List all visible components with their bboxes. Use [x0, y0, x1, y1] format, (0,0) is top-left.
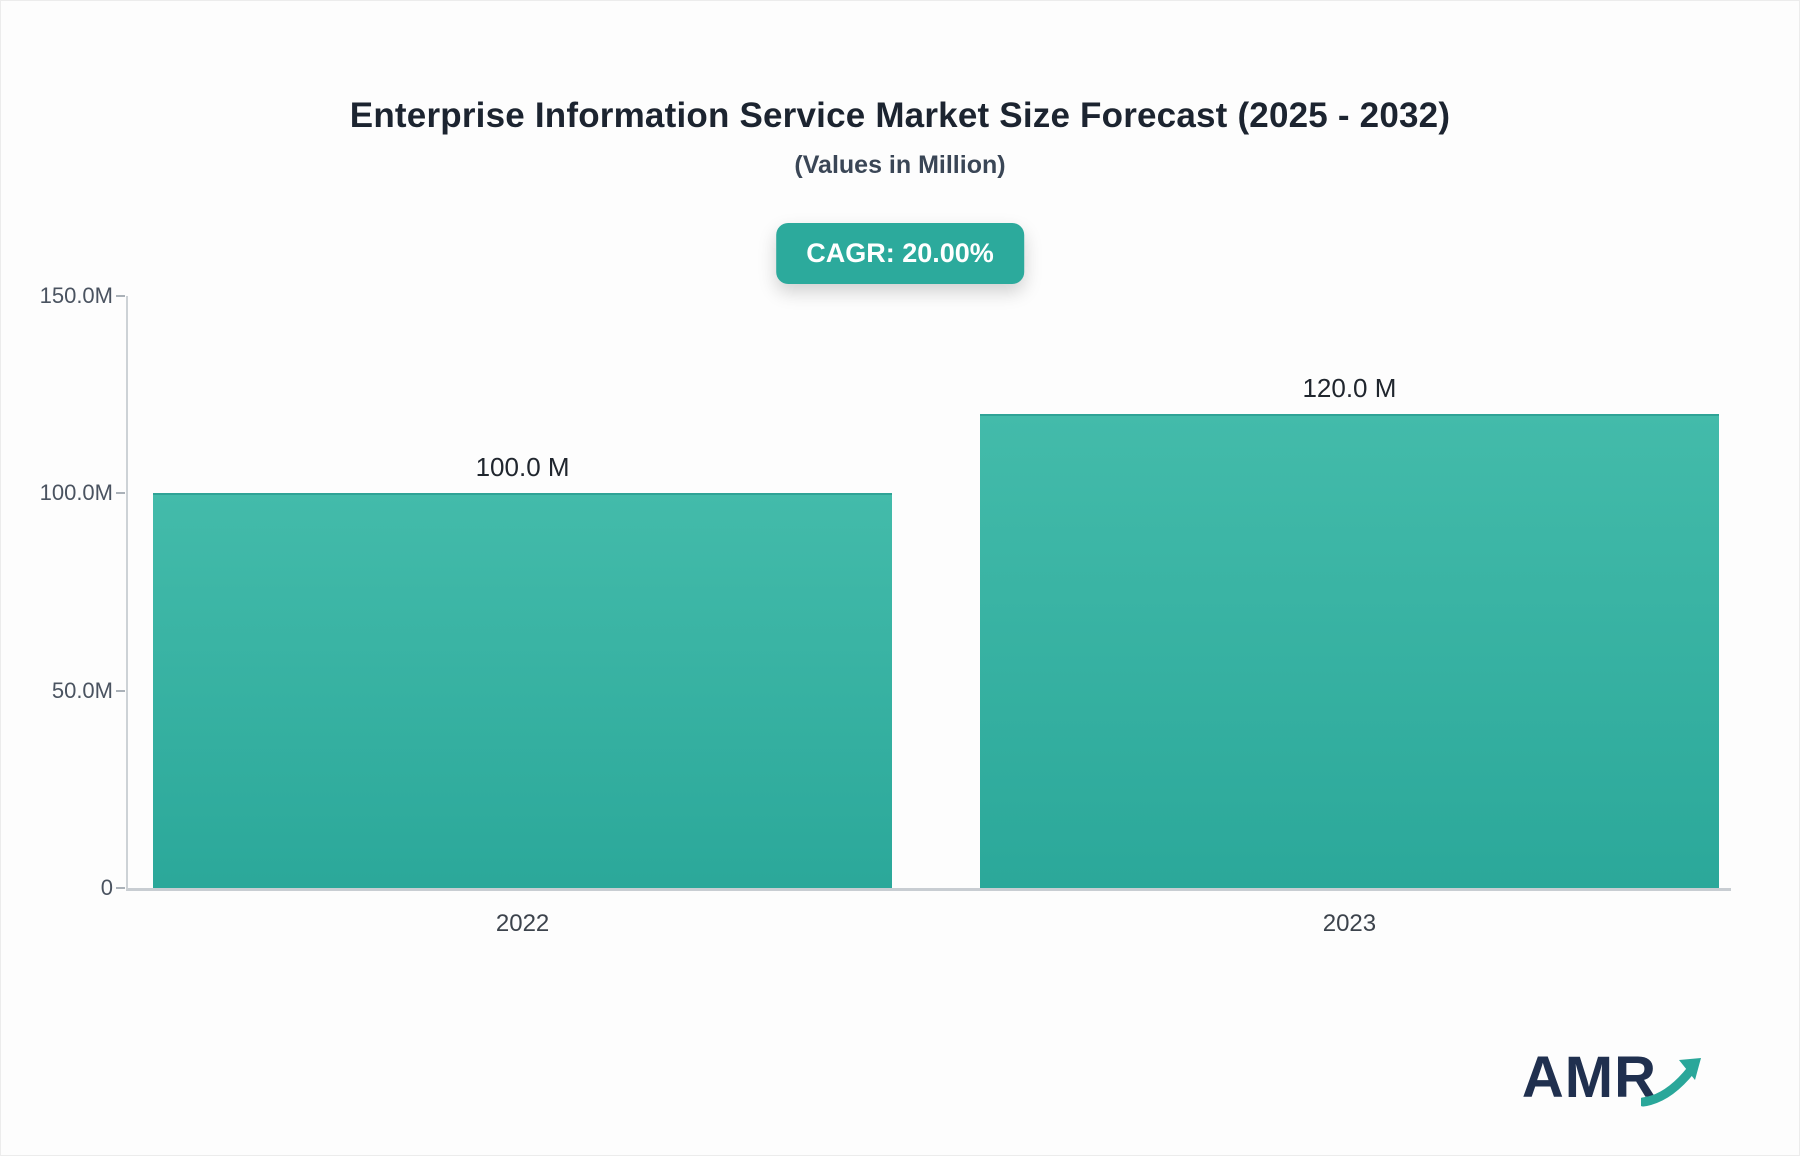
amr-logo: AMR: [1522, 1049, 1721, 1107]
bars: 100.0 M 120.0 M: [128, 296, 1731, 888]
bar-value-label: 120.0 M: [1302, 373, 1397, 404]
y-tick-label: 100.0M: [39, 480, 113, 506]
bar-value-label: 100.0 M: [475, 452, 570, 483]
y-tick-label: 150.0M: [39, 283, 113, 308]
y-tick-mark: [116, 492, 125, 495]
y-tick-mark: [116, 689, 125, 692]
bar-chart: 100.0 M 120.0 M 2022 2023 150.0M 100.0M 50.0…: [31, 283, 1731, 937]
chart-title: Enterprise Information Service Market Si…: [349, 96, 1451, 135]
y-tick-mark: [116, 295, 125, 297]
x-axis-labels: 2022 2023: [128, 910, 1731, 938]
plot: 100.0 M 120.0 M 2022 2023 150.0M 100.0M 50.0…: [40, 283, 1731, 937]
bar-2023[interactable]: [979, 414, 1719, 888]
cagr-badge: CAGR: 20.00%: [776, 223, 1024, 284]
amr-logo-text: AMR: [1521, 1045, 1657, 1110]
x-axis-label-2023: 2023: [1322, 910, 1377, 937]
y-tick-label: 50.0M: [51, 677, 113, 703]
bar-group-2023: 120.0 M: [979, 296, 1719, 888]
trend-up-arrow-icon: [1638, 1056, 1705, 1113]
chart-subtitle: (Values in Million): [794, 151, 1006, 179]
bar-2022[interactable]: [153, 493, 893, 888]
x-axis-label-2022: 2022: [495, 910, 550, 937]
bar-group-2022: 100.0 M: [153, 296, 893, 888]
y-tick-label: 0: [100, 875, 113, 900]
y-tick-mark: [116, 887, 125, 889]
